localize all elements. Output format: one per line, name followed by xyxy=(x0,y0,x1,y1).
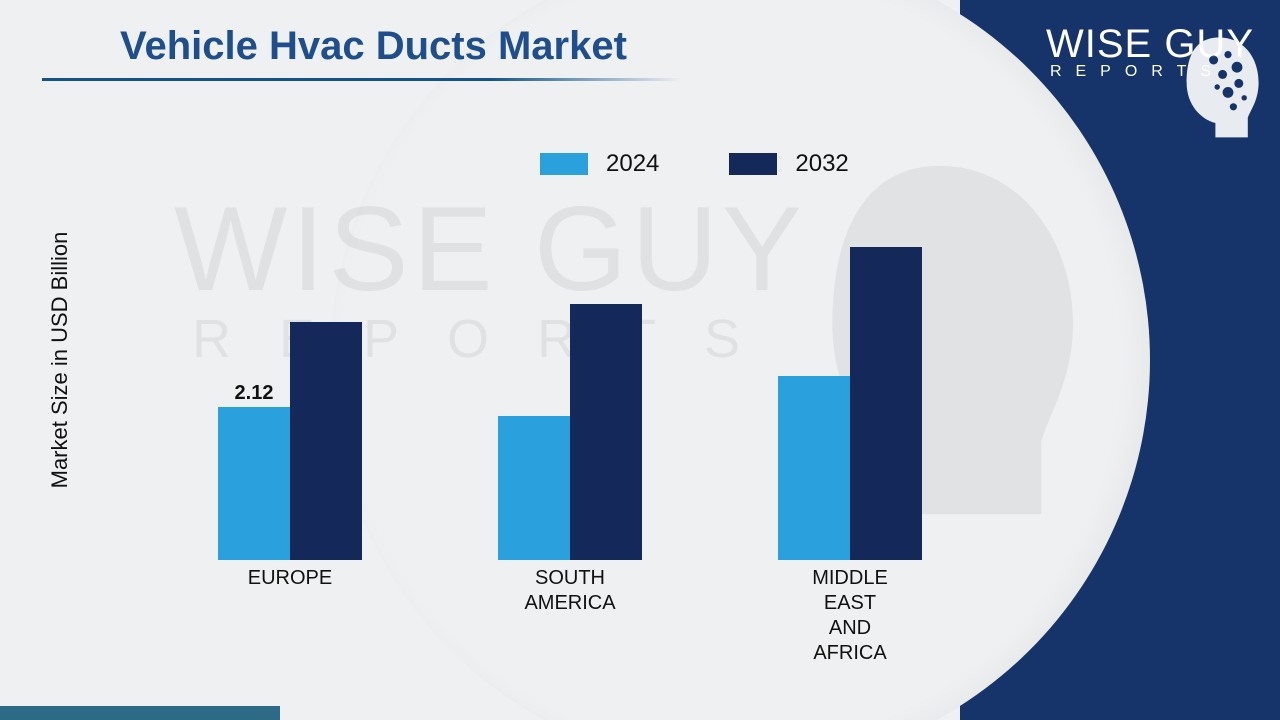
legend-swatch-2024 xyxy=(540,153,588,175)
value-label: 2.12 xyxy=(235,382,274,405)
bar xyxy=(778,376,850,560)
page: WISE GUY REPORTS WISE GUY REPORTS Vehicl… xyxy=(0,0,1280,720)
brand-word-wise: WISE xyxy=(1046,22,1152,66)
category-label: SOUTH AMERICA xyxy=(524,566,615,616)
legend-label-2024: 2024 xyxy=(606,150,659,178)
category-label: EUROPE xyxy=(248,566,332,591)
legend-label-2032: 2032 xyxy=(795,150,848,178)
bar xyxy=(290,322,362,560)
bar-group: EUROPE xyxy=(200,322,380,560)
legend-item-2032: 2032 xyxy=(729,150,848,178)
bar-group: SOUTH AMERICA xyxy=(480,304,660,560)
bar xyxy=(498,416,570,560)
legend-swatch-2032 xyxy=(729,153,777,175)
legend: 2024 2032 xyxy=(540,150,849,178)
bar xyxy=(218,407,290,560)
title-underline xyxy=(42,78,682,81)
legend-item-2024: 2024 xyxy=(540,150,659,178)
category-label: MIDDLE EAST AND AFRICA xyxy=(812,566,888,666)
page-title: Vehicle Hvac Ducts Market xyxy=(120,24,627,69)
bar xyxy=(850,247,922,560)
bar xyxy=(570,304,642,560)
bottom-accent-bar xyxy=(0,706,280,720)
y-axis-label: Market Size in USD Billion xyxy=(47,232,73,489)
brand-head-icon xyxy=(1174,32,1264,142)
bar-group: MIDDLE EAST AND AFRICA xyxy=(760,247,940,560)
brand-logo: WISE GUY REPORTS xyxy=(1046,22,1254,81)
chart-area: EUROPE SOUTH AMERICA MIDDLE EAST AND AFRIC… xyxy=(120,200,940,560)
